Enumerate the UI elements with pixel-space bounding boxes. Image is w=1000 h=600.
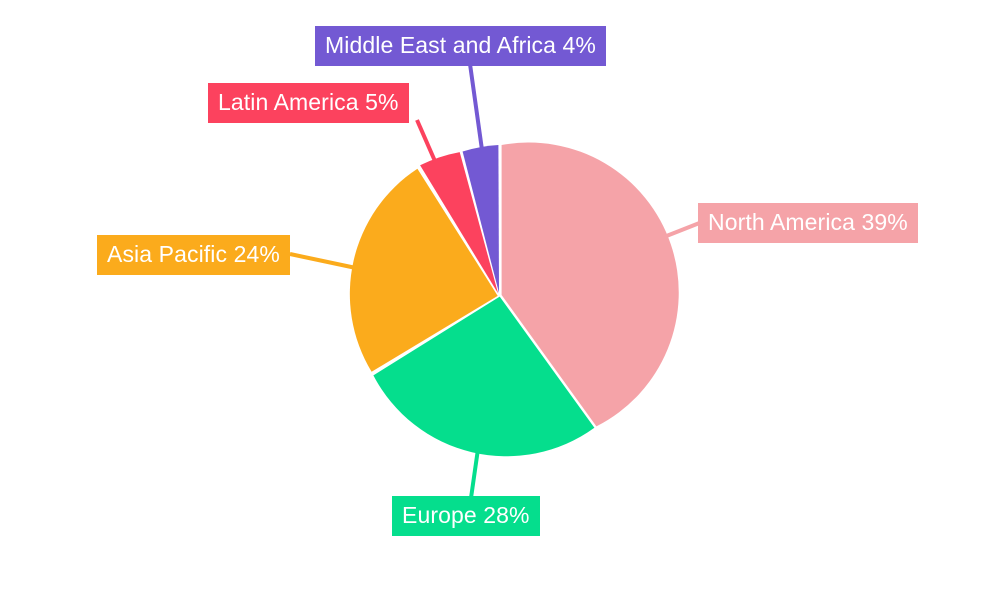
leader-line-asia-pacific [289,252,357,270]
pie-slice-latin-america[interactable] [420,152,499,294]
leader-line-europe [469,448,480,499]
pie-label-north-america[interactable]: North America 39% [698,203,918,243]
pie-label-latin-america[interactable]: Latin America 5% [208,83,409,123]
pie-label-asia-pacific[interactable]: Asia Pacific 24% [97,235,290,275]
pie-slice-middle-east-africa[interactable] [462,145,499,293]
pie-slice-europe[interactable] [373,296,595,457]
pie-label-europe[interactable]: Europe 28% [392,496,540,536]
pie-label-middle-east-africa[interactable]: Middle East and Africa 4% [315,26,606,66]
pie-slice-north-america[interactable] [501,142,679,427]
leader-line-middle-east-africa [468,63,485,158]
pie-slice-asia-pacific[interactable] [349,168,498,372]
